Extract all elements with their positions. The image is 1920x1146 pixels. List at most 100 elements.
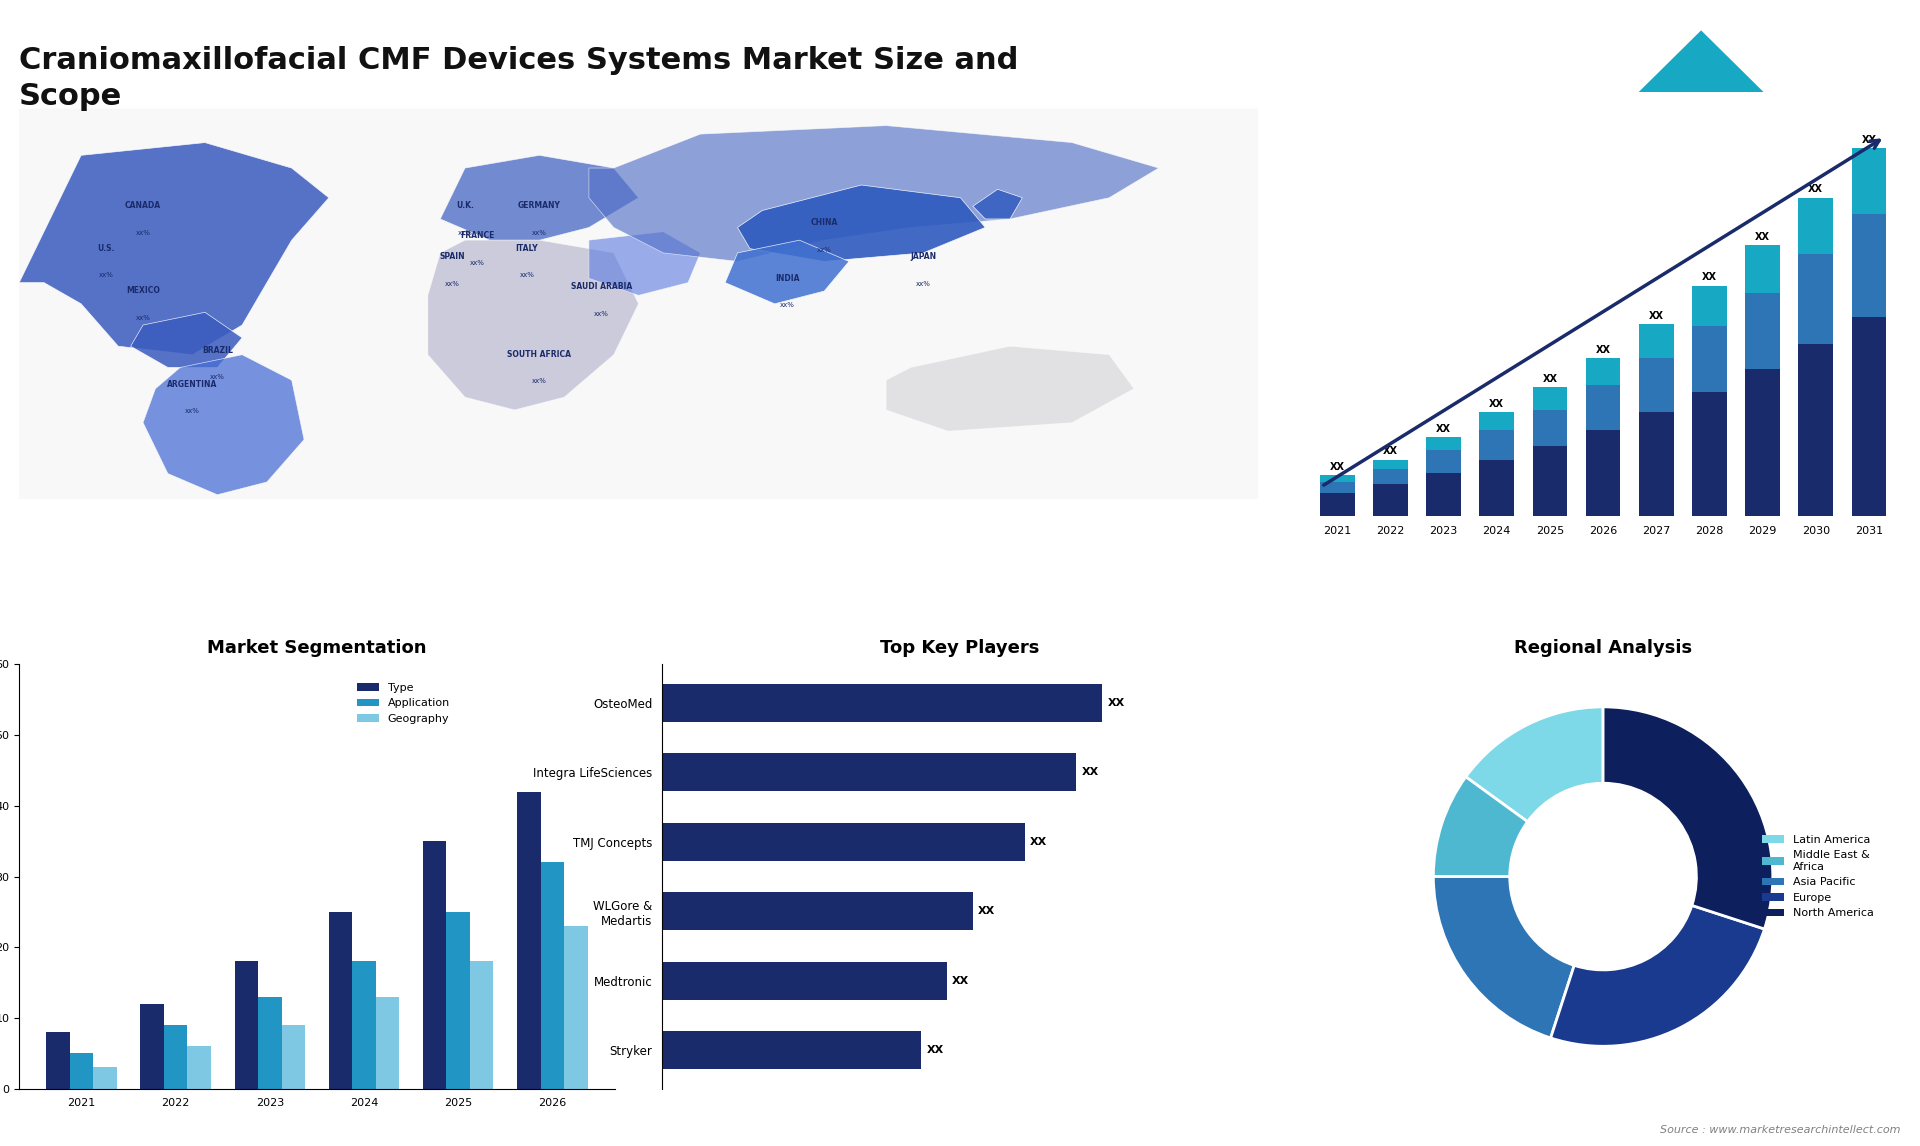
Bar — [445, 912, 470, 1089]
Text: xx%: xx% — [532, 230, 547, 236]
Text: SAUDI ARABIA: SAUDI ARABIA — [570, 282, 632, 291]
Bar — [662, 893, 973, 931]
Bar — [422, 841, 445, 1089]
Bar — [1532, 446, 1567, 516]
Text: CHINA: CHINA — [810, 219, 837, 227]
Text: XX: XX — [1331, 462, 1344, 472]
Text: xx%: xx% — [593, 311, 609, 316]
FancyBboxPatch shape — [8, 109, 1271, 499]
Bar — [662, 823, 1025, 861]
Text: CANADA: CANADA — [125, 202, 161, 211]
Bar — [516, 792, 541, 1089]
Bar — [1745, 369, 1780, 516]
Polygon shape — [589, 126, 1158, 261]
Bar — [1799, 345, 1834, 516]
Title: Top Key Players: Top Key Players — [879, 639, 1041, 658]
Bar — [1692, 392, 1726, 516]
Bar — [1799, 254, 1834, 345]
Bar — [662, 753, 1077, 792]
Bar — [328, 912, 351, 1089]
Bar — [1851, 148, 1885, 213]
Bar — [1373, 485, 1407, 516]
Bar — [1640, 358, 1674, 413]
Bar — [1640, 324, 1674, 358]
Bar — [1851, 317, 1885, 516]
Text: FRANCE: FRANCE — [461, 231, 495, 241]
Text: XX: XX — [1108, 698, 1125, 708]
Text: XX: XX — [1542, 374, 1557, 384]
Legend: Type, Application, Geography: Type, Application, Geography — [351, 678, 455, 729]
Text: XX: XX — [1490, 399, 1503, 409]
Bar — [1745, 245, 1780, 292]
Bar — [1373, 469, 1407, 485]
Bar — [1480, 413, 1515, 430]
Polygon shape — [440, 156, 639, 241]
Bar — [234, 961, 257, 1089]
Bar — [257, 997, 282, 1089]
Bar — [1319, 476, 1354, 482]
Text: ARGENTINA: ARGENTINA — [167, 379, 217, 388]
Text: XX: XX — [925, 1045, 943, 1055]
Circle shape — [1509, 783, 1697, 970]
Text: JAPAN: JAPAN — [910, 252, 937, 261]
Bar — [564, 926, 588, 1089]
Text: XX: XX — [1860, 135, 1876, 144]
Title: Regional Analysis: Regional Analysis — [1515, 639, 1692, 658]
Text: xx%: xx% — [457, 230, 472, 236]
Bar — [662, 961, 947, 1000]
Bar — [94, 1067, 117, 1089]
Text: XX: XX — [1755, 231, 1770, 242]
Bar — [1427, 450, 1461, 473]
Bar — [1851, 213, 1885, 317]
Text: XX: XX — [1701, 273, 1716, 282]
Text: INDIA: INDIA — [776, 274, 799, 283]
Text: xx%: xx% — [136, 230, 150, 236]
Bar — [282, 1025, 305, 1089]
Bar — [140, 1004, 163, 1089]
Bar — [188, 1046, 211, 1089]
Legend: Latin America, Middle East &
Africa, Asia Pacific, Europe, North America: Latin America, Middle East & Africa, Asi… — [1757, 830, 1878, 923]
Wedge shape — [1603, 707, 1772, 929]
Bar — [1480, 460, 1515, 516]
Text: XX: XX — [1649, 311, 1665, 321]
Title: Market Segmentation: Market Segmentation — [207, 639, 426, 658]
Text: MEXICO: MEXICO — [127, 286, 159, 296]
Text: xx%: xx% — [445, 281, 461, 286]
Text: xx%: xx% — [136, 315, 150, 321]
Text: MARKET
RESEARCH
INTELLECT: MARKET RESEARCH INTELLECT — [1793, 47, 1851, 84]
Bar — [1480, 430, 1515, 460]
Polygon shape — [428, 241, 639, 410]
Text: U.S.: U.S. — [98, 244, 115, 253]
Polygon shape — [737, 185, 985, 261]
Text: XX: XX — [1809, 185, 1824, 195]
Text: XX: XX — [952, 975, 970, 986]
Text: Craniomaxillofacial CMF Devices Systems Market Size and
Scope: Craniomaxillofacial CMF Devices Systems … — [19, 46, 1020, 111]
Bar — [541, 863, 564, 1089]
Bar — [1799, 198, 1834, 254]
Bar — [46, 1033, 69, 1089]
Text: xx%: xx% — [816, 246, 831, 253]
Text: XX: XX — [1029, 837, 1046, 847]
Bar — [470, 961, 493, 1089]
Polygon shape — [1619, 31, 1784, 112]
Bar — [1373, 460, 1407, 469]
Polygon shape — [726, 241, 849, 304]
Polygon shape — [589, 231, 701, 296]
Bar — [1692, 327, 1726, 392]
Wedge shape — [1465, 707, 1603, 822]
Polygon shape — [887, 346, 1135, 431]
Text: SOUTH AFRICA: SOUTH AFRICA — [507, 350, 572, 359]
Text: GERMANY: GERMANY — [518, 202, 561, 211]
Text: xx%: xx% — [532, 378, 547, 384]
Bar — [376, 997, 399, 1089]
Text: XX: XX — [1081, 768, 1098, 777]
Bar — [1427, 437, 1461, 450]
Bar — [1586, 358, 1620, 385]
Wedge shape — [1434, 777, 1528, 877]
Bar — [662, 1031, 922, 1069]
Bar — [163, 1025, 188, 1089]
Wedge shape — [1551, 905, 1764, 1046]
Bar — [1427, 473, 1461, 516]
Text: U.K.: U.K. — [457, 202, 474, 211]
Text: BRAZIL: BRAZIL — [202, 346, 232, 355]
